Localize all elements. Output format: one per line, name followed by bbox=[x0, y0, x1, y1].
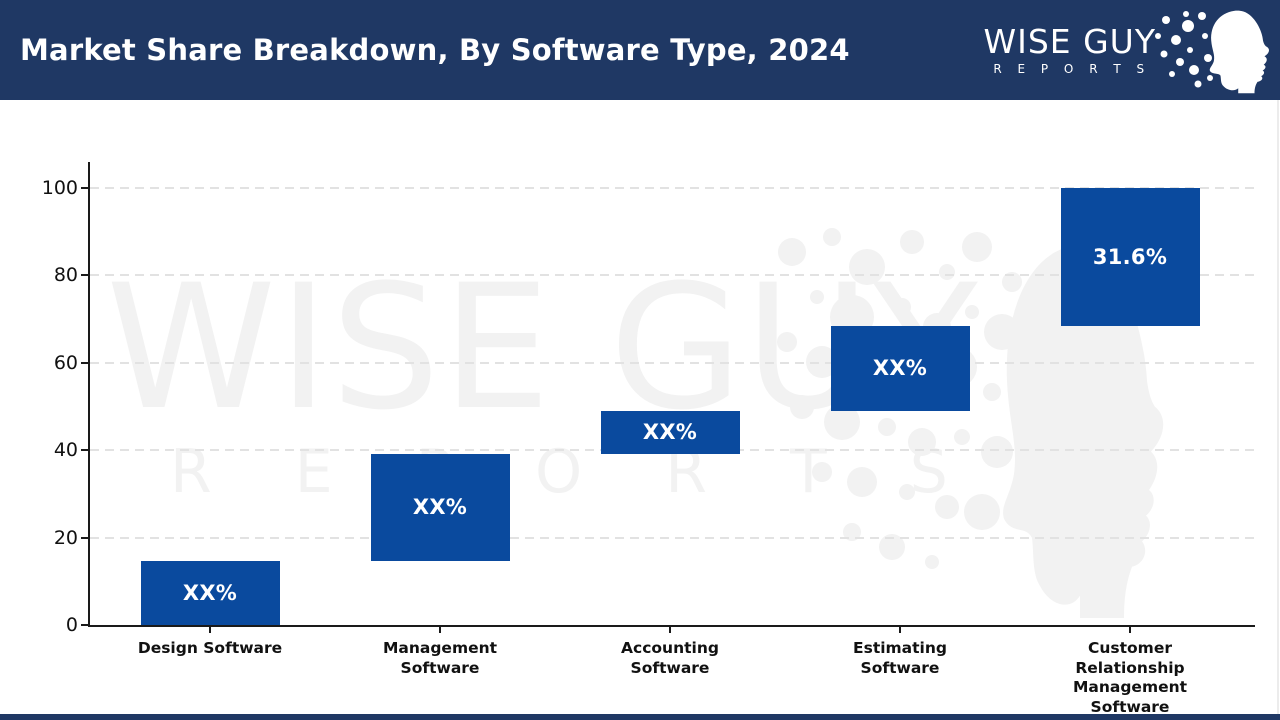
x-axis-tick-mark bbox=[439, 627, 441, 633]
waterfall-bar: XX% bbox=[140, 561, 280, 625]
y-axis-tick-label: 20 bbox=[53, 526, 78, 549]
bar-value-label: XX% bbox=[642, 420, 698, 445]
bar-value-label: XX% bbox=[872, 356, 928, 381]
y-axis-tick-mark bbox=[81, 624, 89, 626]
page-title: Market Share Breakdown, By Software Type… bbox=[20, 33, 850, 67]
bar-value-label: XX% bbox=[412, 495, 468, 520]
bar-value-label: XX% bbox=[182, 581, 238, 606]
x-category-label: Management Software bbox=[382, 639, 498, 677]
waterfall-bar: 31.6% bbox=[1060, 187, 1200, 326]
waterfall-bar: XX% bbox=[830, 325, 970, 412]
logo-head-icon bbox=[1155, 10, 1270, 94]
footer-bar bbox=[0, 714, 1280, 720]
wiseguy-logo: WISE GUY R E P O R T S bbox=[983, 6, 1272, 94]
y-axis-tick-mark bbox=[81, 449, 89, 451]
y-axis-tick-mark bbox=[81, 536, 89, 539]
x-category-label: Accounting Software bbox=[621, 639, 719, 677]
logo-wordmark-text: WISE GUY bbox=[983, 21, 1156, 61]
bar-value-label: 31.6% bbox=[1092, 244, 1168, 269]
y-gridline bbox=[90, 536, 1254, 539]
waterfall-bar: XX% bbox=[600, 411, 740, 454]
y-gridline bbox=[90, 186, 1254, 189]
y-axis-tick-mark bbox=[81, 361, 89, 364]
x-axis-tick-mark bbox=[1129, 627, 1131, 633]
x-category-label: Estimating Software bbox=[853, 639, 947, 677]
logo-text-block: WISE GUY R E P O R T S bbox=[983, 25, 1156, 76]
waterfall-bar: XX% bbox=[370, 453, 510, 562]
x-category-label: Design Software bbox=[137, 639, 283, 657]
y-gridline bbox=[90, 361, 1254, 364]
y-axis-tick-label: 60 bbox=[53, 351, 78, 374]
x-axis-tick-mark bbox=[899, 627, 901, 633]
y-axis-tick-mark bbox=[81, 186, 89, 189]
x-axis-tick-mark bbox=[669, 627, 671, 633]
x-category-label: Customer Relationship Management Softwar… bbox=[1072, 639, 1188, 716]
y-axis-tick-label: 40 bbox=[53, 439, 78, 461]
y-axis-tick-label: 80 bbox=[53, 264, 78, 286]
y-axis-tick-label: 0 bbox=[65, 614, 78, 636]
y-gridline bbox=[90, 274, 1254, 276]
x-axis-spine bbox=[88, 625, 1255, 627]
x-axis-tick-mark bbox=[209, 627, 211, 633]
logo-reports-text: R E P O R T S bbox=[993, 61, 1151, 76]
right-edge-shadow bbox=[1277, 100, 1279, 714]
header: Market Share Breakdown, By Software Type… bbox=[0, 0, 1280, 100]
y-axis-tick-label: 100 bbox=[41, 176, 78, 199]
y-axis-spine bbox=[88, 162, 90, 627]
y-axis-tick-mark bbox=[81, 274, 89, 276]
